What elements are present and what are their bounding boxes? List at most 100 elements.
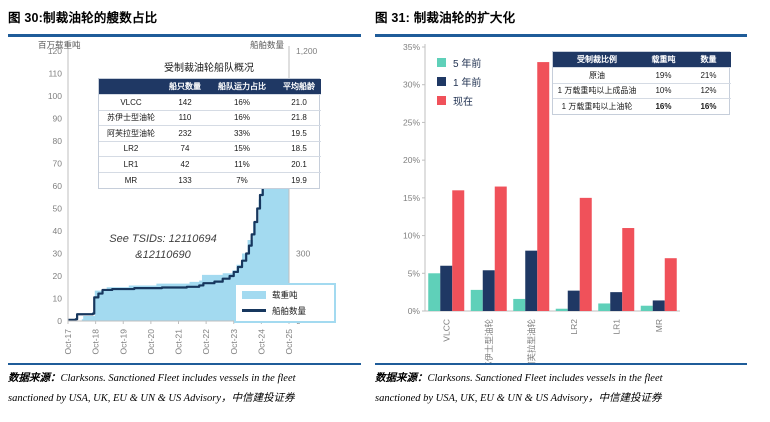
bottom-divider-right <box>375 362 747 365</box>
source-text-right-line1: Clarksons. Sanctioned Fleet includes ves… <box>427 373 663 384</box>
bar-1 年前-MR <box>652 299 665 311</box>
table-cell: 阿芙拉型油轮 <box>99 125 163 141</box>
left-y-tick-label: 90 <box>53 113 63 123</box>
x-category-label: LR2 <box>569 318 579 334</box>
left-y-tick-label: 0 <box>57 316 62 326</box>
table-cell: 16% <box>686 98 731 114</box>
table-cell: 15% <box>207 140 277 157</box>
tsids-annotation-line1: See TSIDs: 12110694 <box>109 232 217 245</box>
left-y-tick-label: 50 <box>53 203 63 213</box>
bar-5 年前-LR2 <box>555 308 568 311</box>
sanctioned-fleet-area-chart: 010203040506070809010011012003006009001,… <box>8 39 361 363</box>
left-y-tick-label: 40 <box>53 226 63 236</box>
left-y-tick-label: 70 <box>53 158 63 168</box>
table-cell: 苏伊士型油轮 <box>99 109 163 126</box>
bar-1 年前-苏伊士型油轮 <box>482 269 495 311</box>
y-tick-label: 35% <box>403 42 420 52</box>
table-cell: 21.0 <box>277 94 321 110</box>
one-year-ago-swatch <box>437 76 446 86</box>
bar-5 年前-VLCC <box>428 272 441 311</box>
source-note-right: 数据来源：Clarksons. Sanctioned Fleet include… <box>375 369 747 409</box>
table-cell: 19.9 <box>277 172 321 188</box>
table-cell: MR <box>99 172 163 188</box>
right-axis-unit-label: 船舶数量 <box>250 39 285 50</box>
legend-label-dwt: 载重吨 <box>272 289 298 300</box>
fleet-table-title: 受制裁油轮船队概况 <box>164 62 254 74</box>
table-cell: VLCC <box>99 94 163 110</box>
table-cell: 11% <box>207 156 277 172</box>
source-text-right-line2: sanctioned by USA, UK, EU & UN & US Advi… <box>375 392 662 404</box>
y-tick-label: 15% <box>403 192 420 202</box>
bar-1 年前-VLCC <box>440 265 453 311</box>
table-cell: 20.1 <box>277 156 321 172</box>
table-cell: 1 万载重吨以上成品油 <box>553 82 641 99</box>
legend-label-now: 现在 <box>453 96 473 108</box>
table-cell: 7% <box>207 172 277 188</box>
legend-label-ships: 船舶数量 <box>272 305 307 316</box>
x-category-label: LR1 <box>611 318 621 334</box>
table-cell: 74 <box>163 140 207 157</box>
bar-1 年前-LR2 <box>567 290 580 311</box>
table-cell: 1 万载重吨以上油轮 <box>553 98 641 114</box>
x-tick-label: Oct-23 <box>229 328 239 354</box>
ratio-table-grid: 受制裁比例 载重吨 数量 原油 19% 21% 1 万载重吨以上成品油 10% 12% 1 万载重… <box>552 50 731 115</box>
legend-label-1y: 1 年前 <box>453 77 482 89</box>
left-chart-legend: 载重吨 船舶数量 <box>234 282 336 323</box>
right-y-tick-label: 300 <box>296 248 310 258</box>
table-cell: 33% <box>207 125 277 141</box>
left-axis-unit-label: 百万载重吨 <box>38 39 81 50</box>
bar-1 年前-阿芙拉型油轮 <box>525 250 538 311</box>
x-tick-label: Oct-17 <box>63 328 73 354</box>
legend-item-ships: 船舶数量 <box>242 305 328 317</box>
left-y-tick-label: 80 <box>53 136 63 146</box>
left-y-tick-label: 120 <box>48 46 62 56</box>
left-y-tick-label: 100 <box>48 91 62 101</box>
fleet-overview-table: 受制裁油轮船队概况 船只数量 船队运力占比 平均船龄 VLCC 142 16% 21.0 苏伊… <box>98 59 321 189</box>
bar-5 年前-苏伊士型油轮 <box>470 289 483 311</box>
tsids-annotation-line2: &12110690 <box>135 249 191 261</box>
x-tick-label: Oct-18 <box>91 328 101 354</box>
report-page: 图 30:制裁油轮的艘数占比 0 10 20 30 40 50 60 70 80 90 100 110… <box>8 5 747 409</box>
x-category-label: 阿芙拉型油轮 <box>526 318 536 362</box>
legend-item-now: 现在 <box>437 93 481 108</box>
y-tick-label: 25% <box>403 117 420 127</box>
figure-31-title: 图 31: 制裁油轮的扩大化 <box>375 11 516 25</box>
bar-现在-苏伊士型油轮 <box>494 186 507 311</box>
bar-5 年前-MR <box>640 305 653 311</box>
tsids-annotation: See TSIDs: 12110694 &12110690 <box>78 231 248 264</box>
bar-5 年前-LR1 <box>598 302 611 311</box>
table-cell: 110 <box>163 109 207 126</box>
source-prefix-right: 数据来源： <box>375 373 428 384</box>
table-header-cell <box>99 78 163 95</box>
table-header-cell: 数量 <box>686 51 731 68</box>
table-cell: 18.5 <box>277 140 321 157</box>
right-y-tick-label: 1,200 <box>296 46 318 56</box>
ship-count-line-swatch <box>242 309 266 312</box>
x-tick-label: Oct-19 <box>118 328 128 354</box>
bar-现在-LR2 <box>579 197 592 311</box>
table-cell: 19.5 <box>277 125 321 141</box>
table-header-cell: 平均船龄 <box>277 78 321 95</box>
table-header-cell: 船队运力占比 <box>207 78 277 95</box>
bar-1 年前-LR1 <box>610 291 623 311</box>
sanctioned-expansion-bar-chart: 0% 5% 10% 15% 20% 25% 30% 35% VLCC 苏伊士型油轮 阿芙拉型油轮 LR… <box>375 39 747 363</box>
title-divider-right <box>375 34 747 37</box>
table-cell: 232 <box>163 125 207 141</box>
left-y-tick-label: 110 <box>48 68 62 78</box>
figure-30-title: 图 30:制裁油轮的艘数占比 <box>8 11 158 25</box>
source-text-left-line1: Clarksons. Sanctioned Fleet includes ves… <box>60 373 296 384</box>
bar-现在-MR <box>664 257 677 311</box>
table-cell: 16% <box>207 94 277 110</box>
title-divider-left <box>8 34 361 37</box>
x-category-label: VLCC <box>441 319 451 342</box>
legend-label-5y: 5 年前 <box>453 58 482 70</box>
table-cell: 133 <box>163 172 207 188</box>
y-tick-label: 30% <box>403 79 420 89</box>
five-years-ago-swatch <box>437 57 446 67</box>
y-tick-label: 20% <box>403 155 420 165</box>
dwt-area-swatch <box>242 290 266 299</box>
y-tick-label: 0% <box>408 306 421 316</box>
x-tick-label: Oct-21 <box>174 328 184 354</box>
legend-item-dwt: 载重吨 <box>242 289 328 301</box>
figure-30-panel: 图 30:制裁油轮的艘数占比 0 10 20 30 40 50 60 70 80 90 100 110… <box>8 5 361 409</box>
